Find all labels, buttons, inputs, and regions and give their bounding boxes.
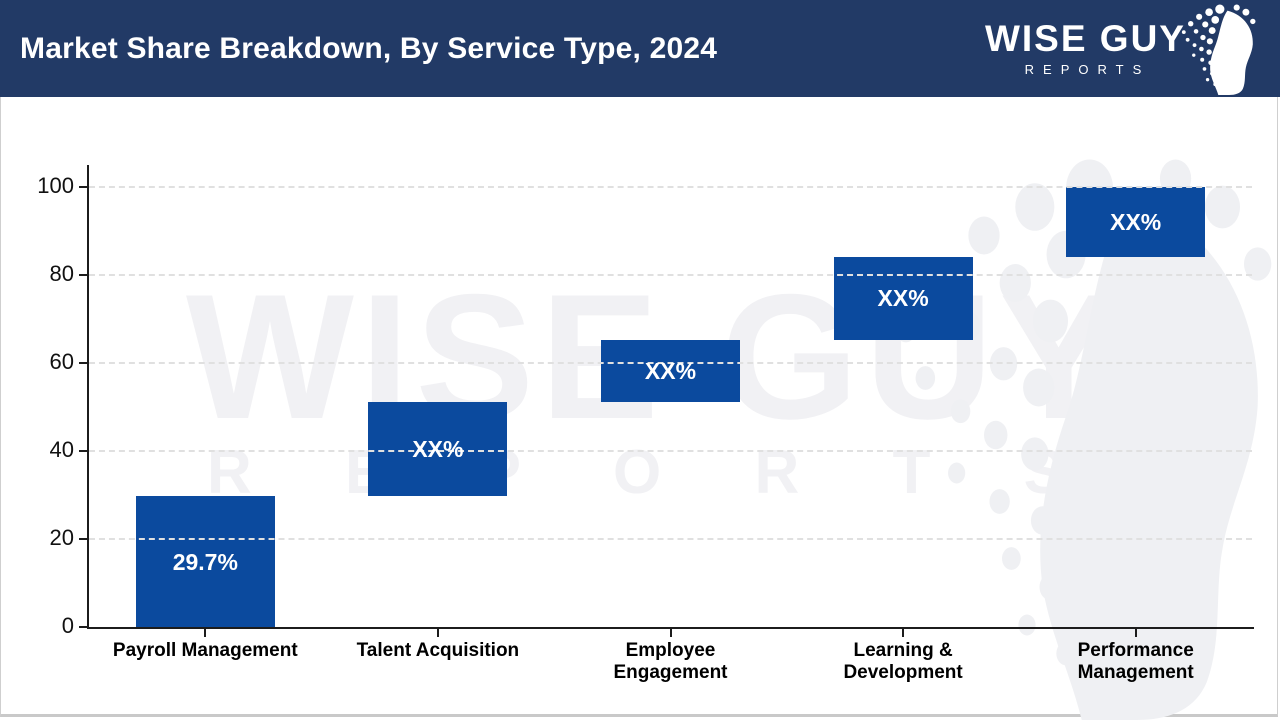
y-tick-label: 40 [49, 437, 74, 462]
y-grid-line [89, 186, 1252, 188]
x-category-label: Employee Engagement [613, 640, 728, 683]
waterfall-bar [601, 339, 740, 402]
x-category-label: Talent Acquisition [356, 640, 520, 661]
y-tick-mark [79, 626, 87, 628]
wise-guy-reports-logo: WISE GUY REPORTS [985, 3, 1262, 95]
watermark-head-icon [896, 159, 1272, 720]
bar-value-label: 29.7% [172, 548, 238, 575]
bar-value-label: XX% [644, 357, 697, 384]
x-axis-line [87, 627, 1254, 629]
logo-text: WISE GUY REPORTS [985, 20, 1186, 77]
x-tick-mark [204, 629, 207, 637]
y-grid-line [89, 450, 1252, 452]
y-tick-mark [79, 450, 87, 452]
content-frame [0, 97, 1278, 717]
y-tick-mark [79, 538, 87, 540]
x-tick-mark [669, 629, 672, 637]
x-tick-mark [1134, 629, 1137, 637]
bar-value-label: XX% [412, 436, 464, 463]
dotted-head-icon [1181, 4, 1256, 95]
bar-value-label: XX% [1110, 208, 1162, 235]
waterfall-bar [1066, 187, 1206, 257]
y-tick-label: 60 [49, 349, 74, 374]
bar-value-label: XX% [877, 285, 929, 312]
x-category-label: Performance Management [1077, 640, 1194, 683]
y-tick-mark [79, 186, 87, 188]
logo-subtext: REPORTS [1024, 62, 1151, 77]
y-tick-mark [79, 274, 87, 276]
logo-wordmark: WISE GUY [984, 18, 1186, 59]
waterfall-bar [368, 401, 508, 497]
x-tick-mark [436, 629, 439, 637]
x-category-label: Payroll Management [112, 640, 298, 661]
y-grid-line [89, 538, 1252, 540]
header-bar: Market Share Breakdown, By Service Type,… [0, 0, 1280, 97]
waterfall-bar [833, 256, 973, 340]
x-category-label: Learning & Development [843, 640, 963, 683]
y-tick-label: 20 [49, 525, 74, 550]
y-grid-line [89, 274, 1252, 276]
page-title: Market Share Breakdown, By Service Type,… [20, 31, 718, 65]
y-grid-line [89, 362, 1252, 364]
waterfall-bar [135, 496, 275, 627]
y-tick-label: 80 [49, 261, 74, 286]
y-tick-label: 100 [37, 173, 74, 198]
y-tick-mark [79, 362, 87, 364]
y-axis-line [87, 165, 89, 629]
y-tick-label: 0 [61, 613, 74, 638]
x-tick-mark [902, 629, 905, 637]
